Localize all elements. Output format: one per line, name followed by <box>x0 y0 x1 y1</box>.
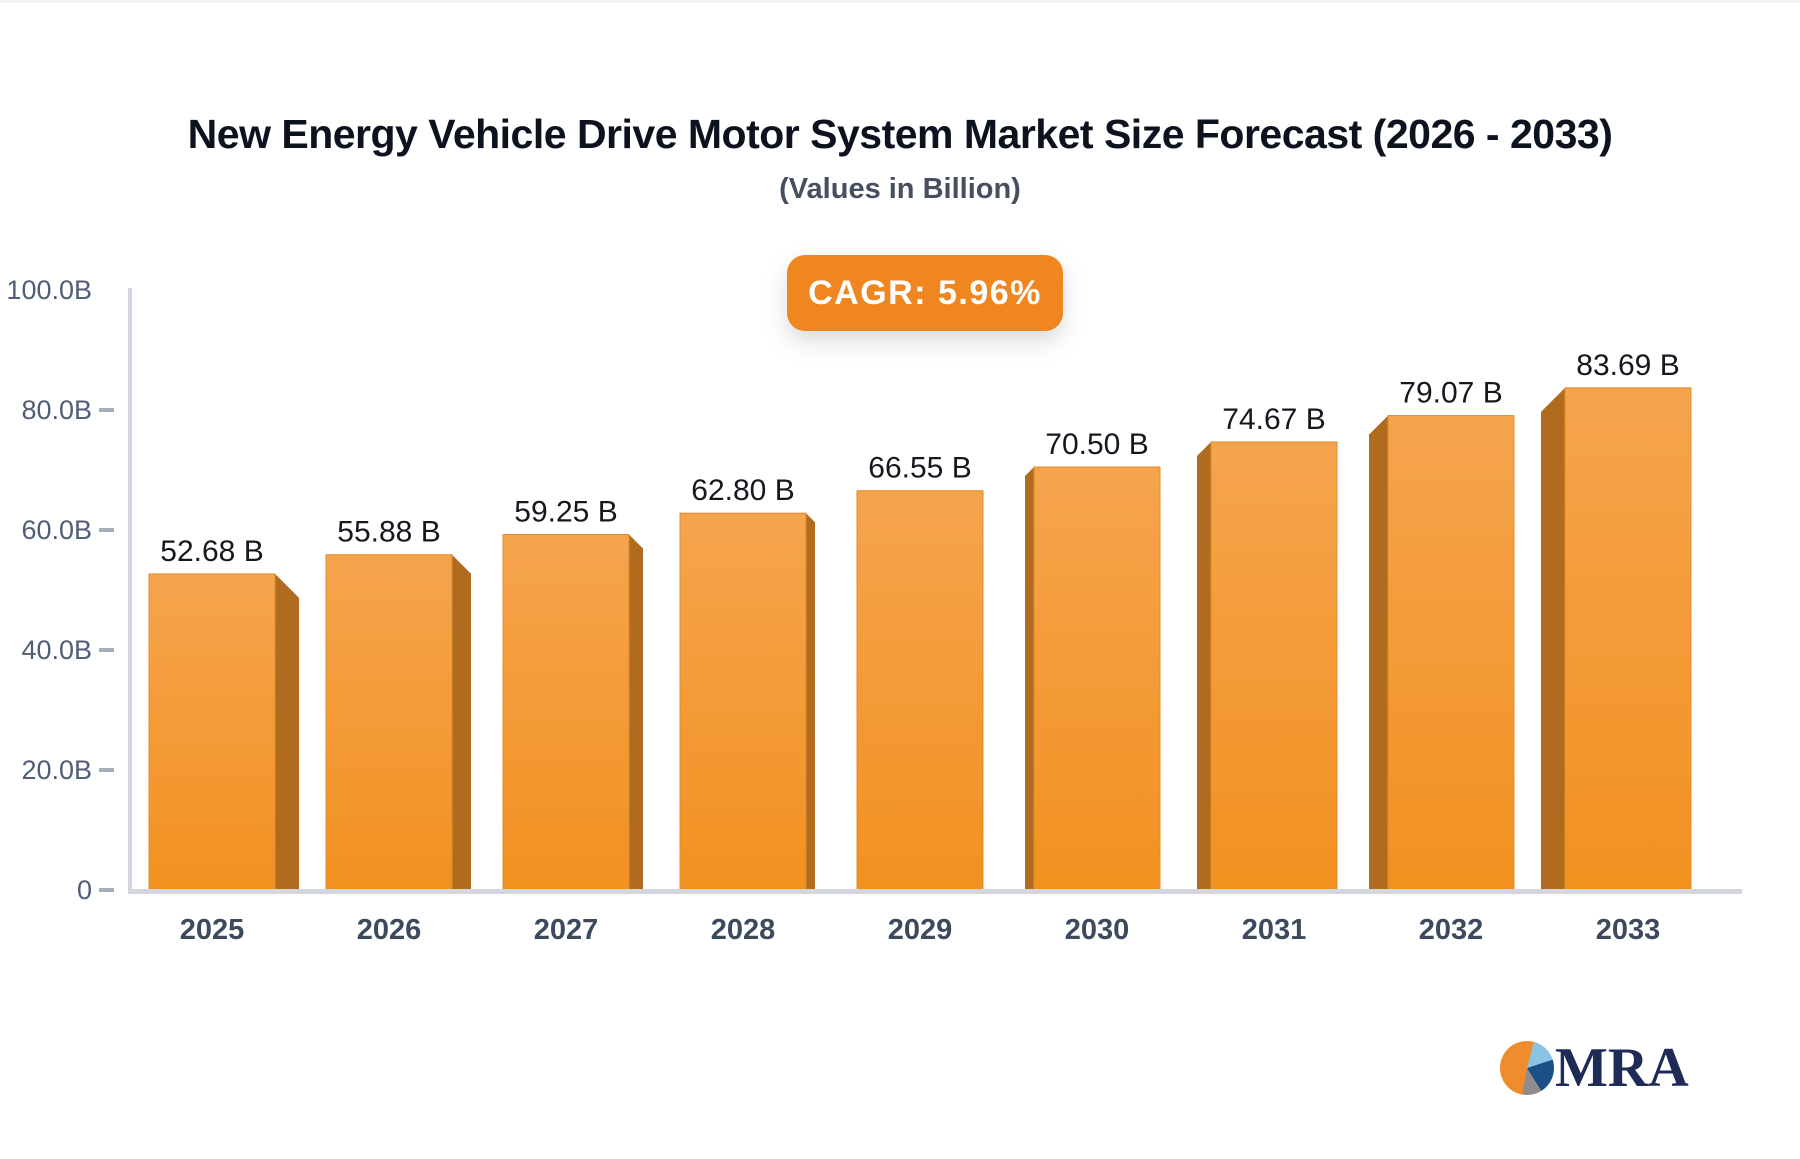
bar-front-face <box>148 573 276 891</box>
bar-front-face <box>856 490 984 891</box>
chart-title: New Energy Vehicle Drive Motor System Ma… <box>187 111 1613 157</box>
pie-chart-logo-icon <box>1500 1041 1554 1095</box>
bar-side-face <box>806 513 815 890</box>
bar-value-label: 59.25 B <box>514 496 617 529</box>
bar-group-2029: 66.55 B 2029 <box>856 452 984 946</box>
bar-side-face <box>1197 441 1211 890</box>
y-axis-label: 100.0B <box>6 275 92 305</box>
bar-chart: 100.0B 80.0B 60.0B 40.0B 20.0B 0 52.68 B 2025 55… <box>6 275 1742 946</box>
bar-value-label: 55.88 B <box>337 516 440 549</box>
cagr-badge-label: CAGR: 5.96% <box>808 273 1042 312</box>
bar-side-face <box>629 534 643 890</box>
bar-front-face <box>1210 441 1338 891</box>
x-axis-label: 2031 <box>1242 914 1307 946</box>
y-axis-label: 0 <box>77 875 92 905</box>
bar-group-2030: 70.50 B 2030 <box>1025 428 1161 946</box>
x-axis-label: 2032 <box>1419 914 1484 946</box>
bar-group-2028: 62.80 B 2028 <box>679 474 815 946</box>
x-axis-label: 2029 <box>888 914 953 946</box>
bar-value-label: 83.69 B <box>1576 349 1679 382</box>
y-tick-dash <box>99 408 114 412</box>
y-axis-label: 80.0B <box>21 395 92 425</box>
y-axis-line <box>128 288 132 894</box>
bar-group-2031: 74.67 B 2031 <box>1197 403 1338 946</box>
x-axis-line <box>128 889 1742 894</box>
bar-group-2025: 52.68 B 2025 <box>148 535 299 946</box>
bar-side-face <box>1025 467 1034 890</box>
bar-value-label: 52.68 B <box>160 535 263 568</box>
bar-side-face <box>275 573 299 890</box>
bar-value-label: 74.67 B <box>1222 403 1325 436</box>
bar-front-face <box>679 512 807 891</box>
x-axis-label: 2028 <box>711 914 776 946</box>
bar-front-face <box>1033 466 1161 891</box>
bar-front-face <box>1564 387 1692 891</box>
y-tick-dash <box>99 888 114 892</box>
x-axis-label: 2025 <box>180 914 245 946</box>
x-axis-label: 2026 <box>357 914 422 946</box>
y-axis-label: 40.0B <box>21 635 92 665</box>
bar-side-face <box>1369 415 1388 890</box>
chart-subtitle: (Values in Billion) <box>779 173 1021 205</box>
y-tick-dash <box>99 768 114 772</box>
x-axis-label: 2033 <box>1596 914 1661 946</box>
bar-front-face <box>502 534 630 891</box>
bar-value-label: 70.50 B <box>1045 428 1148 461</box>
y-tick-dash <box>99 528 114 532</box>
cagr-badge: CAGR: 5.96% <box>787 255 1063 331</box>
y-axis-label: 20.0B <box>21 755 92 785</box>
bar-value-label: 79.07 B <box>1399 377 1502 410</box>
x-axis-label: 2027 <box>534 914 599 946</box>
y-tick-dash <box>99 648 114 652</box>
bar-front-face <box>1387 415 1515 891</box>
brand-name: MRA <box>1555 1037 1689 1099</box>
bar-side-face <box>452 554 471 890</box>
bar-group-2032: 79.07 B 2032 <box>1369 377 1515 946</box>
bar-side-face <box>1541 387 1565 890</box>
bar-value-label: 62.80 B <box>691 474 794 507</box>
bar-group-2027: 59.25 B 2027 <box>502 496 643 946</box>
bar-group-2026: 55.88 B 2026 <box>325 516 471 946</box>
bar-value-label: 66.55 B <box>868 452 971 485</box>
x-axis-label: 2030 <box>1065 914 1130 946</box>
bar-front-face <box>325 554 453 891</box>
y-axis-label: 60.0B <box>21 515 92 545</box>
bar-group-2033: 83.69 B 2033 <box>1541 349 1692 946</box>
brand-logo: MRA <box>1500 1037 1689 1099</box>
